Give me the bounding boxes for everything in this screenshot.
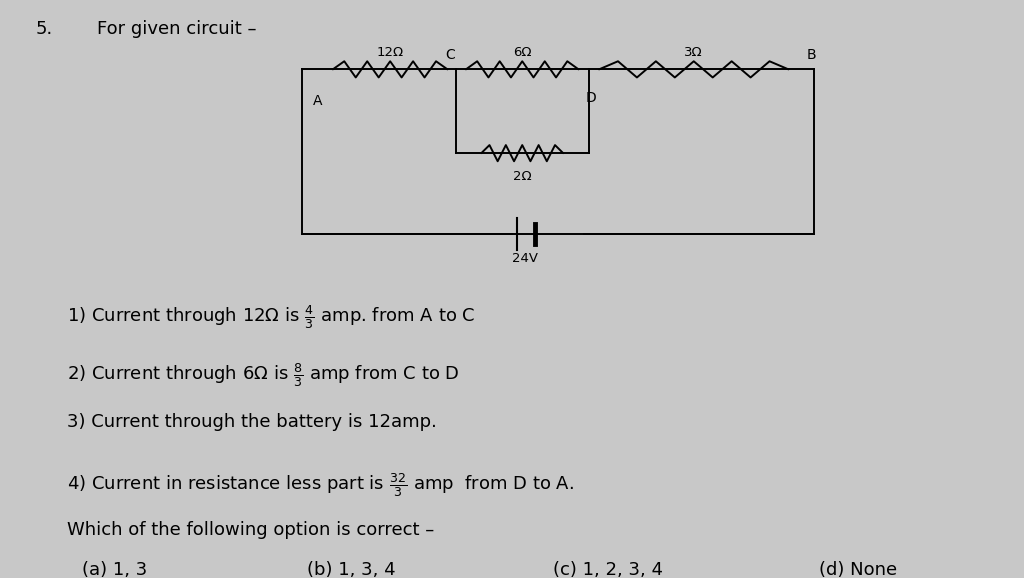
Text: D: D xyxy=(586,91,596,105)
Text: (b) 1, 3, 4: (b) 1, 3, 4 xyxy=(307,561,396,578)
Text: 24V: 24V xyxy=(512,252,539,265)
Text: (a) 1, 3: (a) 1, 3 xyxy=(82,561,147,578)
Text: 4) Current in resistance less part is $\frac{32}{3}$ amp  from D to A.: 4) Current in resistance less part is $\… xyxy=(67,471,573,499)
Text: 3Ω: 3Ω xyxy=(684,46,703,58)
Text: C: C xyxy=(445,48,456,62)
Text: A: A xyxy=(312,94,323,108)
Text: 5.: 5. xyxy=(36,20,53,38)
Text: 12Ω: 12Ω xyxy=(377,46,403,58)
Text: 6Ω: 6Ω xyxy=(513,46,531,58)
Text: 2Ω: 2Ω xyxy=(513,170,531,183)
Text: For given circuit –: For given circuit – xyxy=(97,20,257,38)
Text: 2) Current through 6Ω is $\frac{8}{3}$ amp from C to D: 2) Current through 6Ω is $\frac{8}{3}$ a… xyxy=(67,361,459,389)
Text: Which of the following option is correct –: Which of the following option is correct… xyxy=(67,521,434,539)
Text: (c) 1, 2, 3, 4: (c) 1, 2, 3, 4 xyxy=(553,561,663,578)
Text: B: B xyxy=(806,48,816,62)
Text: (d) None: (d) None xyxy=(819,561,897,578)
Text: 3) Current through the battery is 12amp.: 3) Current through the battery is 12amp. xyxy=(67,413,436,431)
Text: 1) Current through 12Ω is $\frac{4}{3}$ amp. from A to C: 1) Current through 12Ω is $\frac{4}{3}$ … xyxy=(67,303,475,331)
